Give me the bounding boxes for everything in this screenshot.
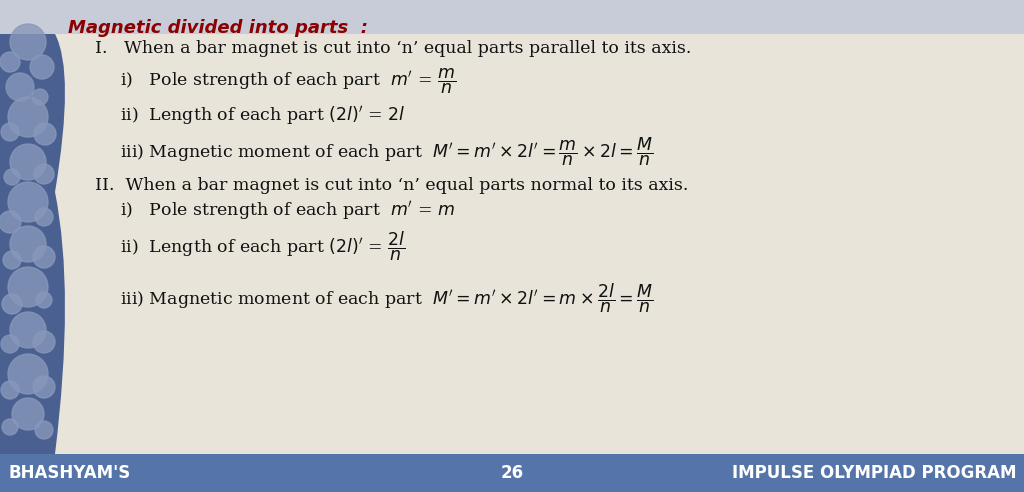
Circle shape [3,251,22,269]
Text: iii) Magnetic moment of each part  $M^{\prime} = m^{\prime} \times 2l^{\prime} =: iii) Magnetic moment of each part $M^{\p… [120,136,653,168]
Circle shape [33,331,55,353]
Circle shape [1,123,19,141]
FancyBboxPatch shape [55,34,1024,454]
Circle shape [2,294,22,314]
Circle shape [8,354,48,394]
FancyBboxPatch shape [0,454,1024,492]
Circle shape [34,123,56,145]
Circle shape [0,52,20,72]
Circle shape [35,421,53,439]
Circle shape [12,398,44,430]
Circle shape [36,292,52,308]
Circle shape [2,419,18,435]
Circle shape [10,24,46,60]
Circle shape [33,246,55,268]
Text: IMPULSE OLYMPIAD PROGRAM: IMPULSE OLYMPIAD PROGRAM [731,464,1016,482]
Circle shape [1,335,19,353]
Circle shape [35,208,53,226]
Circle shape [10,226,46,262]
PathPatch shape [0,34,65,454]
FancyBboxPatch shape [0,34,55,454]
Text: ii)  Length of each part $(2l)^{\prime}$ = $\dfrac{2l}{n}$: ii) Length of each part $(2l)^{\prime}$ … [120,230,406,263]
Text: ii)  Length of each part $(2l)^{\prime}$ = $2l$: ii) Length of each part $(2l)^{\prime}$ … [120,104,406,127]
Text: 26: 26 [501,464,523,482]
Text: II.  When a bar magnet is cut into ‘n’ equal parts normal to its axis.: II. When a bar magnet is cut into ‘n’ eq… [95,177,688,194]
Circle shape [10,144,46,180]
Text: i)   Pole strength of each part  $m^{\prime}$ = $\dfrac{m}{n}$: i) Pole strength of each part $m^{\prime… [120,67,457,96]
Text: i)   Pole strength of each part  $m^{\prime}$ = $m$: i) Pole strength of each part $m^{\prime… [120,199,455,222]
Circle shape [34,164,54,184]
Circle shape [33,376,55,398]
Text: Magnetic divided into parts  :: Magnetic divided into parts : [68,19,368,37]
Circle shape [8,267,48,307]
Circle shape [6,73,34,101]
Text: I.   When a bar magnet is cut into ‘n’ equal parts parallel to its axis.: I. When a bar magnet is cut into ‘n’ equ… [95,40,691,57]
Circle shape [30,55,54,79]
Text: BHASHYAM'S: BHASHYAM'S [8,464,130,482]
Circle shape [32,89,48,105]
Text: iii) Magnetic moment of each part  $M^{\prime} = m^{\prime} \times 2l^{\prime} =: iii) Magnetic moment of each part $M^{\p… [120,282,653,315]
Circle shape [8,97,48,137]
Circle shape [0,211,22,233]
Circle shape [10,312,46,348]
Circle shape [1,381,19,399]
Circle shape [8,182,48,222]
Circle shape [4,169,20,185]
